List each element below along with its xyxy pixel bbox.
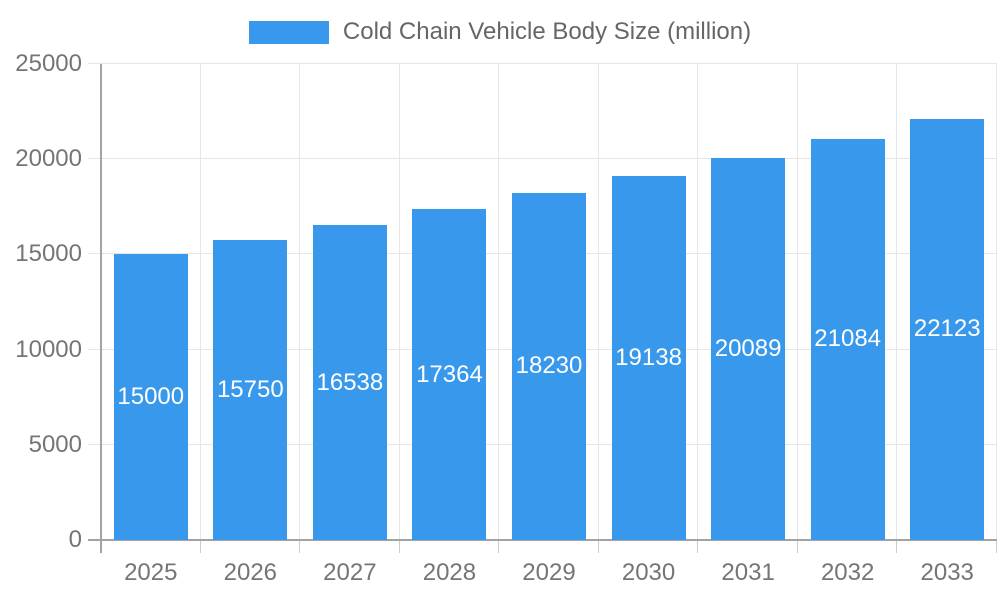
x-axis-tick xyxy=(299,540,301,553)
category-gridline xyxy=(199,64,201,540)
y-gridline xyxy=(88,158,997,160)
bar-2033[interactable]: 22123 xyxy=(910,118,985,540)
y-axis-tick-label: 10000 xyxy=(15,335,82,363)
bar-value-label: 15000 xyxy=(117,383,185,411)
x-axis-tick-label: 2030 xyxy=(621,559,676,586)
y-axis-tick-label: 20000 xyxy=(15,145,82,173)
bar-2028[interactable]: 17364 xyxy=(412,209,487,540)
bar-2025[interactable]: 15000 xyxy=(113,254,188,540)
bar-value-label: 20089 xyxy=(714,334,782,362)
bar-value-label: 22123 xyxy=(913,315,981,343)
x-axis-tick xyxy=(199,540,201,553)
x-axis-tick xyxy=(398,540,400,553)
legend-label: Cold Chain Vehicle Body Size (million) xyxy=(342,18,752,45)
bar-value-label: 15750 xyxy=(216,376,284,404)
x-axis-tick-label: 2029 xyxy=(522,559,576,586)
y-axis-tick-label: 5000 xyxy=(28,430,82,458)
category-gridline xyxy=(697,64,699,540)
y-axis-tick-label: 0 xyxy=(68,526,82,553)
x-axis-tick-label: 2031 xyxy=(721,559,775,586)
y-gridline xyxy=(88,63,997,64)
legend[interactable]: Cold Chain Vehicle Body Size (million) xyxy=(0,18,1000,46)
x-axis-tick-label: 2025 xyxy=(124,559,178,586)
bar-2032[interactable]: 21084 xyxy=(810,138,885,540)
bar-2031[interactable]: 20089 xyxy=(711,157,786,540)
bar-2030[interactable]: 19138 xyxy=(611,175,686,540)
category-gridline xyxy=(996,64,997,540)
x-axis-tick xyxy=(996,540,997,553)
bar-value-label: 16538 xyxy=(316,368,384,396)
bar-value-label: 18230 xyxy=(515,352,583,380)
category-gridline xyxy=(796,64,798,540)
x-axis-tick-label: 2032 xyxy=(820,559,875,586)
bar-value-label: 21084 xyxy=(814,325,882,353)
category-gridline xyxy=(398,64,400,540)
y-axis-tick-label: 15000 xyxy=(15,240,82,268)
bar-2029[interactable]: 18230 xyxy=(512,192,586,540)
x-axis-tick xyxy=(796,540,798,553)
x-axis-tick xyxy=(896,540,898,553)
category-gridline xyxy=(896,64,898,540)
category-gridline xyxy=(299,64,301,540)
bar-value-label: 17364 xyxy=(416,360,483,388)
bar-2027[interactable]: 16538 xyxy=(312,225,387,540)
x-axis-tick xyxy=(697,540,699,553)
x-axis-tick xyxy=(498,540,500,553)
x-axis-tick-label: 2028 xyxy=(422,559,477,586)
x-axis-tick-label: 2026 xyxy=(223,559,278,586)
legend-swatch-icon xyxy=(248,20,329,44)
bar-2026[interactable]: 15750 xyxy=(213,240,288,540)
y-axis-tick-label: 25000 xyxy=(15,50,82,77)
x-axis-tick xyxy=(597,540,599,553)
bar-value-label: 19138 xyxy=(615,343,682,371)
category-gridline xyxy=(597,64,599,540)
category-gridline xyxy=(498,64,500,540)
y-axis-line xyxy=(100,64,102,553)
x-axis-tick-label: 2027 xyxy=(323,559,377,586)
x-axis-line xyxy=(88,539,997,541)
x-axis-tick-label: 2033 xyxy=(920,559,974,586)
